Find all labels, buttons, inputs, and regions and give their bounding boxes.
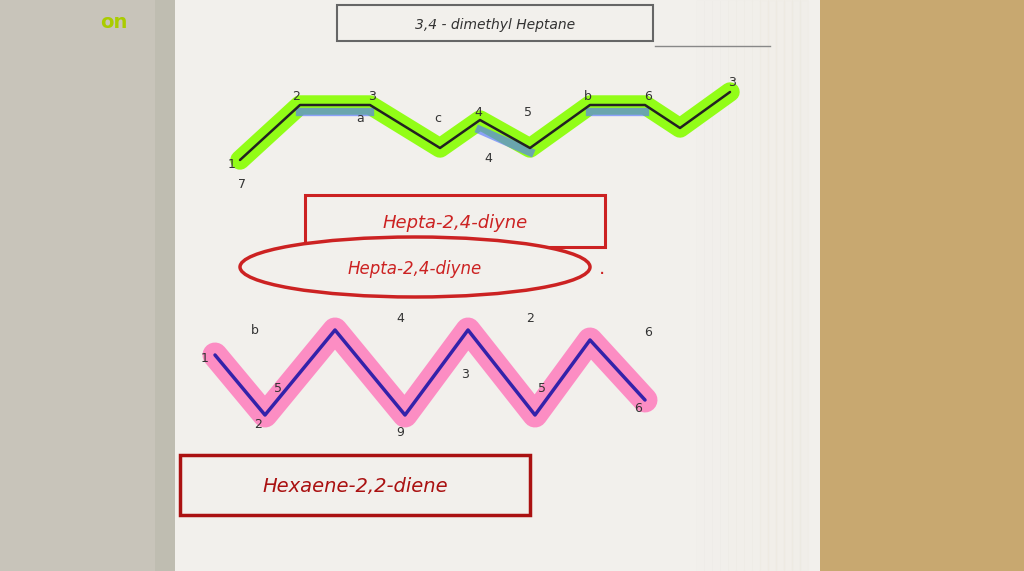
Text: 5: 5	[538, 381, 546, 395]
FancyBboxPatch shape	[305, 195, 605, 247]
Text: 9: 9	[396, 425, 403, 439]
Text: b: b	[584, 90, 592, 103]
Polygon shape	[155, 0, 175, 571]
Polygon shape	[155, 0, 820, 571]
Ellipse shape	[240, 237, 590, 297]
Text: c: c	[434, 111, 441, 124]
FancyBboxPatch shape	[180, 455, 530, 515]
FancyBboxPatch shape	[337, 5, 653, 41]
Text: a: a	[356, 111, 364, 124]
Text: 5: 5	[524, 106, 532, 119]
Text: 5: 5	[274, 381, 282, 395]
Text: 2: 2	[254, 419, 262, 432]
Text: on: on	[100, 13, 127, 31]
Text: 4: 4	[484, 151, 492, 164]
Polygon shape	[820, 0, 1024, 571]
Text: Hexaene-2,2-diene: Hexaene-2,2-diene	[262, 477, 447, 497]
Text: 3: 3	[728, 77, 736, 90]
Text: .: .	[599, 259, 605, 279]
Text: 1: 1	[228, 159, 236, 171]
Text: 3,4 - dimethyl Heptane: 3,4 - dimethyl Heptane	[415, 18, 575, 32]
Text: 3: 3	[461, 368, 469, 381]
Text: b: b	[251, 324, 259, 336]
Text: 2: 2	[526, 312, 534, 324]
Text: 1: 1	[201, 352, 209, 364]
Text: Hepta-2,4-diyne: Hepta-2,4-diyne	[348, 260, 482, 278]
Text: 4: 4	[474, 106, 482, 119]
Text: Hepta-2,4-diyne: Hepta-2,4-diyne	[382, 214, 527, 232]
Text: 7: 7	[238, 179, 246, 191]
Text: 6: 6	[644, 90, 652, 103]
Text: 6: 6	[634, 401, 642, 415]
Text: 4: 4	[396, 312, 403, 324]
Text: 3: 3	[368, 90, 376, 103]
Text: 2: 2	[292, 90, 300, 103]
Text: 6: 6	[644, 325, 652, 339]
Polygon shape	[0, 0, 155, 571]
